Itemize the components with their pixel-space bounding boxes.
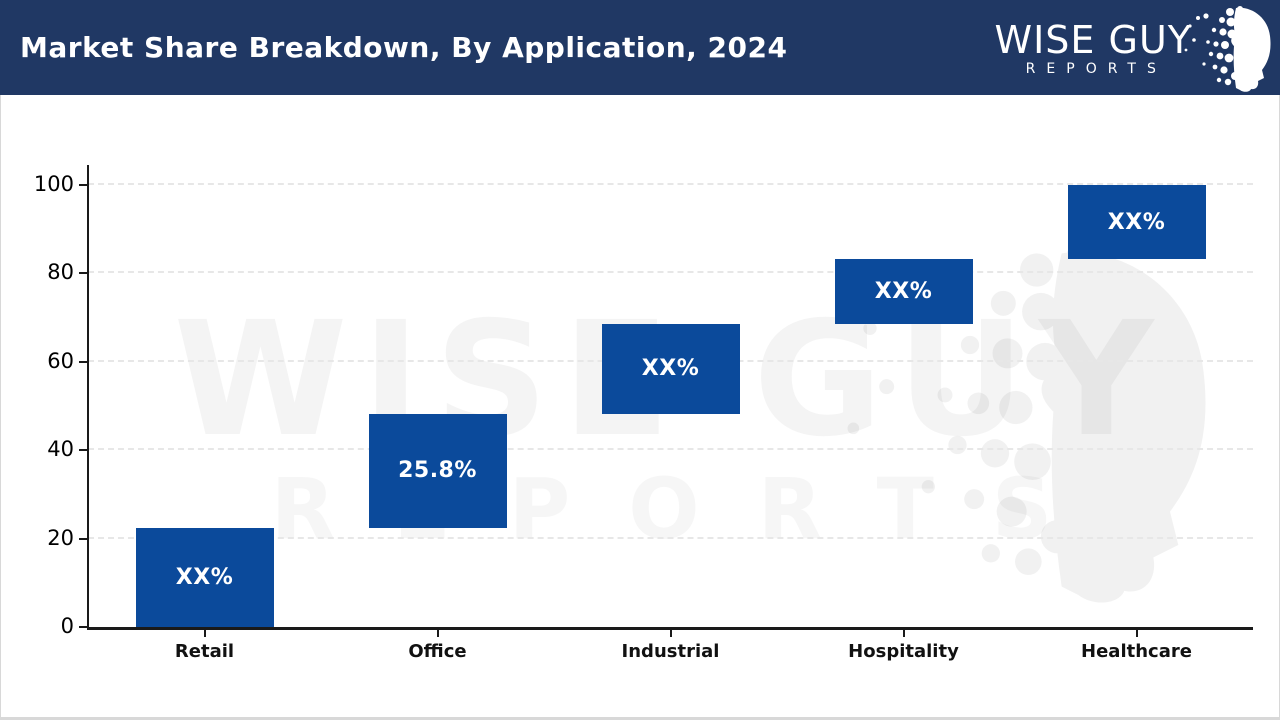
x-tick-label-healthcare: Healthcare [1081, 641, 1192, 662]
x-tick-mark [669, 630, 672, 637]
bar-healthcare: XX% [1067, 185, 1206, 260]
bar-value-label: 25.8% [398, 458, 477, 484]
y-tick-mark [79, 360, 87, 363]
x-tick-mark [1135, 630, 1138, 637]
x-axis-labels: Retail Office Industrial Hospitality Healthc… [88, 641, 1253, 671]
x-axis-line [87, 627, 1253, 630]
x-tick-label-office: Office [408, 641, 467, 662]
y-tick-label: 40 [47, 437, 74, 462]
dotted-head-icon [1184, 6, 1271, 92]
x-tick-mark [203, 630, 206, 637]
gridline [88, 536, 1253, 539]
y-tick-mark [79, 537, 87, 540]
x-tick-mark [436, 630, 439, 637]
bar-value-label: XX% [874, 279, 933, 305]
y-tick-label: 80 [47, 260, 74, 285]
gridline [88, 183, 1253, 185]
x-ticks [88, 630, 1253, 638]
y-tick-label: 60 [47, 348, 74, 373]
y-tick-label: 20 [47, 525, 74, 550]
wise-guy-reports-logo: WISE GUY REPORTS [995, 4, 1274, 92]
logo-wordmark: WISE GUY [994, 17, 1192, 62]
plot-area: XX% 25.8% XX% XX% XX% [88, 183, 1253, 627]
bar-value-label: XX% [1107, 209, 1166, 235]
y-axis-labels: 0 20 40 60 80 100 [0, 174, 74, 637]
y-tick-label: 100 [33, 172, 74, 196]
y-ticks [79, 184, 87, 628]
y-tick-mark [79, 184, 87, 186]
y-axis-line [87, 165, 89, 629]
header-bar: Market Share Breakdown, By Application, … [0, 0, 1280, 95]
chart-title: Market Share Breakdown, By Application, … [20, 31, 788, 64]
y-tick-mark [79, 272, 87, 275]
bar-value-label: XX% [641, 356, 700, 382]
x-tick-label-industrial: Industrial [621, 641, 720, 662]
y-tick-mark [79, 449, 87, 452]
y-tick-mark [79, 626, 87, 628]
gridline [88, 271, 1253, 274]
x-tick-label-retail: Retail [174, 641, 235, 662]
bar-office: 25.8% [368, 413, 507, 528]
y-tick-label: 0 [60, 614, 74, 638]
bar-retail: XX% [135, 527, 274, 627]
bar-hospitality: XX% [834, 259, 973, 325]
logo-subtitle: REPORTS [1025, 60, 1167, 77]
x-tick-mark [902, 630, 905, 637]
logo-text: WISE GUY REPORTS [995, 21, 1192, 76]
gridline [88, 448, 1253, 451]
bar-value-label: XX% [175, 564, 234, 590]
bar-industrial: XX% [601, 324, 740, 414]
x-tick-label-hospitality: Hospitality [848, 641, 959, 662]
